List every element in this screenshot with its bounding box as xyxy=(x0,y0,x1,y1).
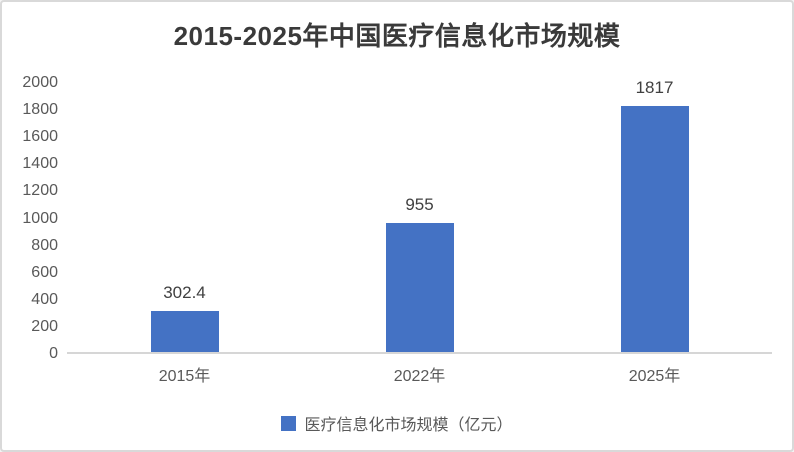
y-tick-0: 0 xyxy=(49,345,58,362)
legend-label: 医疗信息化市场规模（亿元） xyxy=(304,417,513,434)
y-tick-200: 200 xyxy=(31,317,58,335)
y-tick-1400: 1400 xyxy=(22,155,58,173)
y-tick-1600: 1600 xyxy=(22,128,58,146)
y-tick-2000: 2000 xyxy=(22,74,58,91)
y-tick-1200: 1200 xyxy=(22,182,58,200)
y-tick-1800: 1800 xyxy=(22,101,58,119)
y-tick-800: 800 xyxy=(31,236,58,254)
x-tick-2022: 2022年 xyxy=(393,368,446,385)
y-axis: 0 200 400 600 800 1000 1200 1400 1600 1800 2000 xyxy=(2,74,58,362)
bar-2022 xyxy=(385,222,454,352)
y-tick-1000: 1000 xyxy=(22,209,58,227)
bar-2025 xyxy=(620,105,689,352)
legend-marker-icon xyxy=(281,415,297,431)
bar-value-2025: 1817 xyxy=(635,77,674,97)
y-tick-400: 400 xyxy=(31,290,58,308)
bar-value-2022: 955 xyxy=(405,194,434,214)
x-tick-2015: 2015年 xyxy=(158,368,211,385)
bar-2015 xyxy=(150,311,219,352)
legend: 医疗信息化市场规模（亿元） xyxy=(2,411,792,435)
y-tick-600: 600 xyxy=(31,263,58,281)
bar-value-2015: 302.4 xyxy=(163,283,206,303)
plot-area: 302.4 955 1817 xyxy=(67,78,772,354)
chart-title: 2015-2025年中国医疗信息化市场规模 xyxy=(173,21,621,51)
x-tick-2025: 2025年 xyxy=(628,368,681,385)
x-axis-labels: 2015年 2022年 2025年 xyxy=(67,362,772,386)
